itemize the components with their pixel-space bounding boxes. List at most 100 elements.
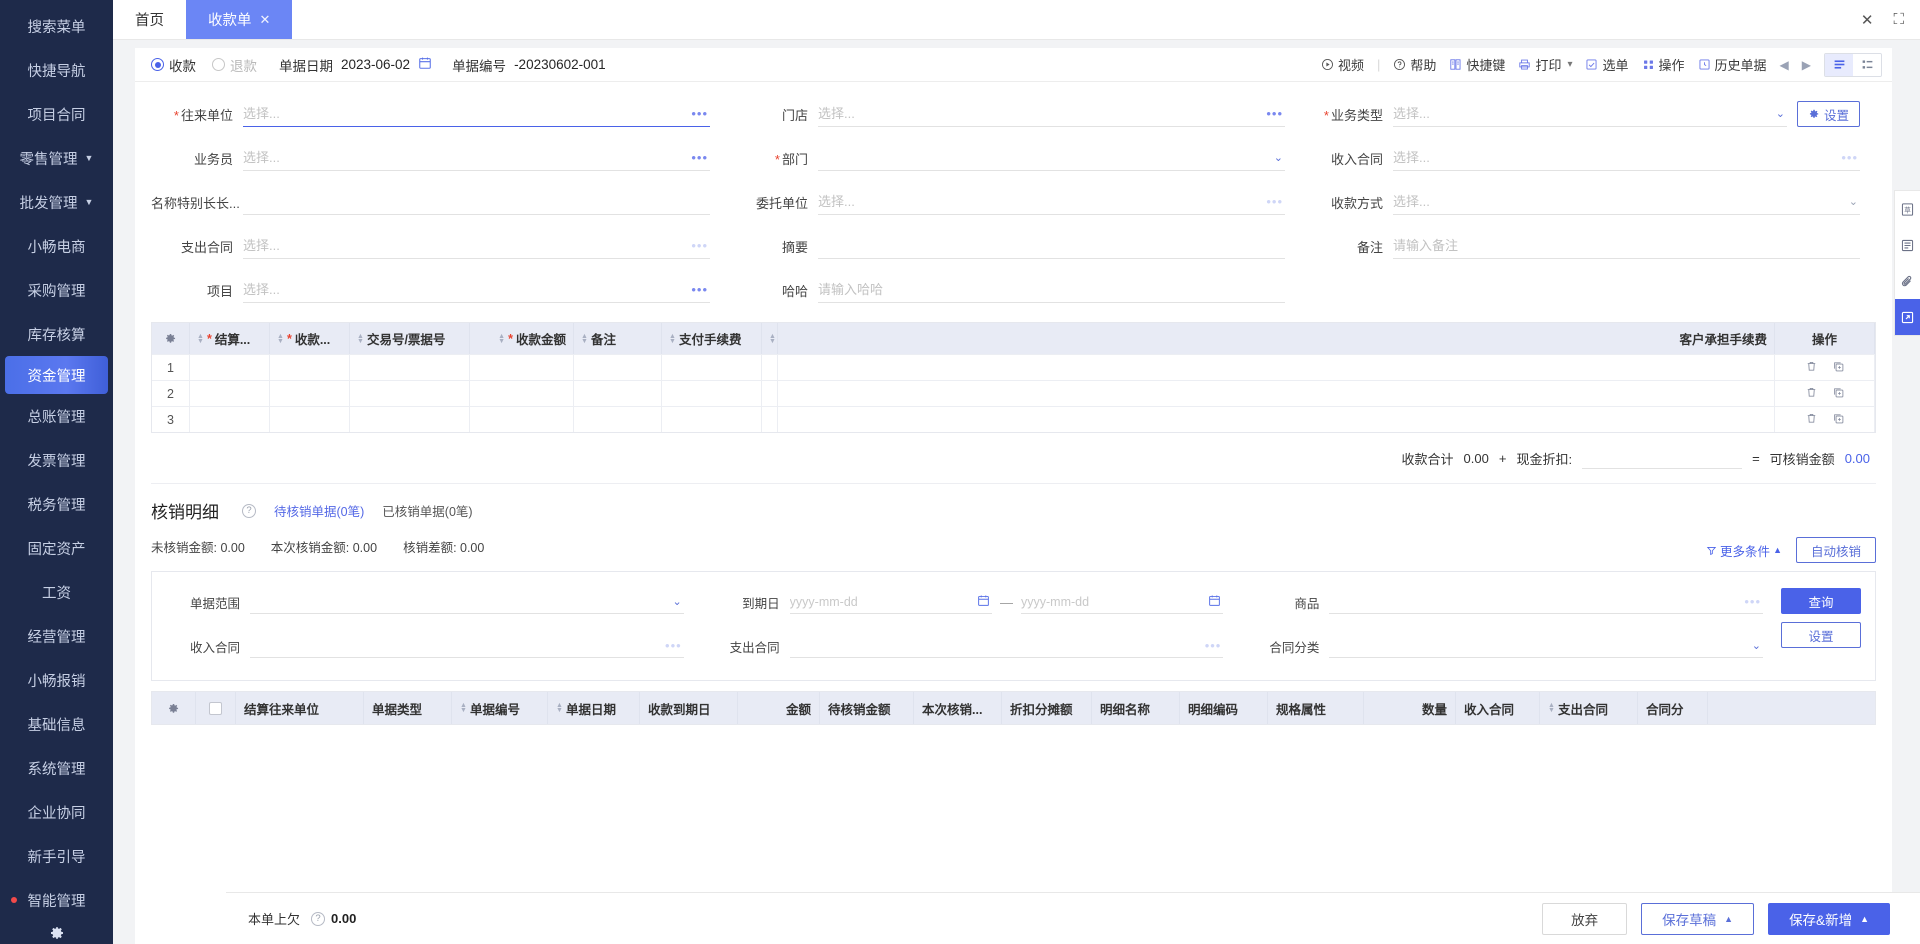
more-options-icon[interactable]: ••• (1204, 638, 1222, 653)
doc-icon[interactable] (1895, 227, 1920, 263)
grid-column-header[interactable]: ▲ ▼ * 收款金额 (470, 323, 574, 354)
sidebar-item-1[interactable]: 快捷导航 (0, 48, 113, 92)
action-shortcuts[interactable]: 快捷键 (1449, 55, 1505, 74)
copy-icon[interactable] (1832, 360, 1845, 376)
action-select-doc[interactable]: 选单 (1585, 55, 1629, 74)
close-icon[interactable]: ✕ (1860, 11, 1874, 29)
sidebar-item-18[interactable]: 企业协同 (0, 790, 113, 834)
delete-icon[interactable] (1805, 412, 1818, 428)
table-cell[interactable] (574, 355, 662, 380)
form-field-input[interactable] (1393, 150, 1860, 165)
more-options-icon[interactable]: ••• (691, 150, 708, 165)
sort-icon[interactable]: ▲ ▼ (277, 332, 284, 345)
sidebar-item-11[interactable]: 税务管理 (0, 482, 113, 526)
form-field-input[interactable] (818, 106, 1285, 121)
delete-icon[interactable] (1805, 360, 1818, 376)
sort-icon[interactable]: ▲ ▼ (581, 332, 588, 345)
table-cell[interactable] (778, 407, 1775, 432)
filter-field-input[interactable] (250, 594, 684, 609)
table-cell[interactable] (574, 407, 662, 432)
sidebar-item-2[interactable]: 项目合同 (0, 92, 113, 136)
form-field-input[interactable] (243, 194, 710, 209)
prev-balance-help-icon[interactable]: ? (311, 911, 326, 926)
sidebar-item-12[interactable]: 固定资产 (0, 526, 113, 570)
table-cell[interactable] (762, 355, 778, 380)
sidebar-item-19[interactable]: 新手引导 (0, 834, 113, 878)
calendar-icon[interactable] (977, 594, 990, 610)
list-view-icon[interactable] (1825, 53, 1853, 76)
sort-icon[interactable]: ▲ ▼ (357, 332, 364, 345)
table-cell[interactable] (762, 407, 778, 432)
sidebar-item-16[interactable]: 基础信息 (0, 702, 113, 746)
grid-settings-icon[interactable] (152, 323, 190, 354)
table-cell[interactable] (470, 407, 574, 432)
card-view-icon[interactable] (1853, 53, 1881, 76)
table-column-header[interactable]: ▲ ▼ 单据编号 (452, 692, 548, 724)
table-column-header[interactable]: 收入合同 (1456, 692, 1540, 724)
action-help[interactable]: 帮助 (1393, 55, 1436, 74)
calendar-icon[interactable] (418, 56, 432, 73)
chevron-down-icon[interactable]: ⌄ (1775, 108, 1785, 120)
grid-column-header[interactable]: ▲ ▼ * 收款... (270, 323, 350, 354)
row-actions[interactable] (1775, 355, 1875, 380)
copy-icon[interactable] (1832, 386, 1845, 402)
table-cell[interactable] (270, 355, 350, 380)
form-field-input[interactable] (243, 282, 710, 297)
maximize-icon[interactable]: ⛶ (1893, 11, 1904, 28)
sort-icon[interactable]: ▲ ▼ (197, 332, 204, 345)
chevron-down-icon[interactable]: ⌄ (1273, 152, 1283, 164)
sidebar-item-5[interactable]: 小畅电商 (0, 224, 113, 268)
table-cell[interactable] (762, 381, 778, 406)
sort-icon[interactable]: ▲ ▼ (769, 332, 776, 345)
action-video[interactable]: 视频 (1321, 55, 1364, 74)
select-all-checkbox[interactable] (196, 692, 236, 724)
chevron-down-icon[interactable]: ▾ (1567, 59, 1573, 70)
more-options-icon[interactable]: ••• (691, 238, 708, 253)
form-field-input[interactable] (243, 150, 710, 165)
table-column-header[interactable]: 结算往来单位 (236, 692, 364, 724)
grid-column-header[interactable]: ▲ ▼ (762, 323, 778, 354)
table-column-header[interactable]: 明细名称 (1092, 692, 1180, 724)
table-cell[interactable] (662, 381, 762, 406)
table-column-header[interactable]: 收款到期日 (640, 692, 738, 724)
action-history[interactable]: 历史单据 (1698, 55, 1767, 74)
doc-date-value[interactable]: 2023-06-02 (341, 57, 411, 72)
more-options-icon[interactable]: ••• (1744, 594, 1762, 609)
sidebar-item-4[interactable]: 批发管理 ▼ (0, 180, 113, 224)
form-field-input[interactable] (243, 106, 710, 121)
date-to-input[interactable] (1021, 594, 1224, 609)
sidebar-item-15[interactable]: 小畅报销 (0, 658, 113, 702)
table-column-header[interactable]: ▲ ▼ 支出合同 (1540, 692, 1638, 724)
row-actions[interactable] (1775, 381, 1875, 406)
attachment-icon[interactable] (1895, 263, 1920, 299)
table-cell[interactable] (190, 407, 270, 432)
sidebar-item-6[interactable]: 采购管理 (0, 268, 113, 312)
form-field-input[interactable] (1393, 238, 1860, 253)
form-field-input[interactable] (1393, 106, 1787, 121)
more-conditions-toggle[interactable]: 更多条件 ▲ (1706, 541, 1782, 560)
table-column-header[interactable]: 单据类型 (364, 692, 452, 724)
table-cell[interactable] (350, 355, 470, 380)
row-actions[interactable] (1775, 407, 1875, 432)
query-button[interactable]: 查询 (1781, 588, 1861, 614)
table-cell[interactable] (778, 355, 1775, 380)
sidebar-item-10[interactable]: 发票管理 (0, 438, 113, 482)
sidebar-item-8[interactable]: 资金管理 (5, 356, 108, 394)
grid-column-header[interactable]: 操作 (1775, 323, 1875, 354)
discount-input[interactable] (1582, 447, 1743, 469)
form-field-input[interactable] (818, 282, 1285, 297)
prev-doc-icon[interactable]: ◀ (1779, 57, 1789, 72)
more-options-icon[interactable]: ••• (691, 282, 708, 297)
table-cell[interactable] (574, 381, 662, 406)
auto-verify-button[interactable]: 自动核销 (1795, 537, 1876, 563)
draft-icon[interactable]: 草 (1895, 191, 1920, 227)
chevron-down-icon[interactable]: ⌄ (1751, 640, 1762, 652)
radio-receive[interactable]: 收款 (151, 55, 196, 75)
more-options-icon[interactable]: ••• (665, 638, 682, 653)
more-options-icon[interactable]: ••• (691, 106, 708, 121)
grid-column-header[interactable]: ▲ ▼ * 结算... (190, 323, 270, 354)
form-field-input[interactable] (818, 150, 1285, 165)
table-column-header[interactable]: 金额 (738, 692, 820, 724)
table-cell[interactable] (662, 355, 762, 380)
form-field-input[interactable] (818, 238, 1285, 253)
